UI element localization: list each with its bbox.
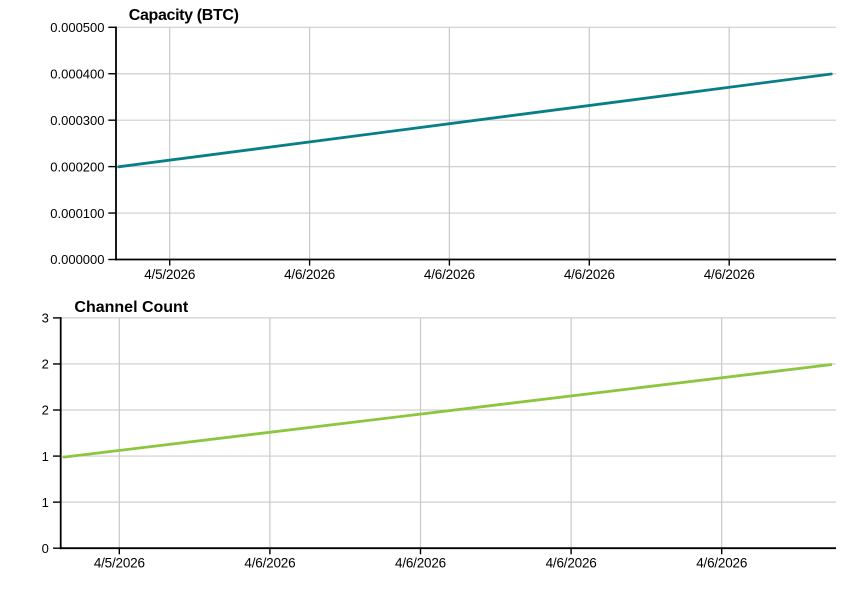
svg-text:4/6/2026: 4/6/2026: [284, 267, 335, 282]
svg-text:Capacity (BTC): Capacity (BTC): [129, 7, 239, 24]
svg-text:4/6/2026: 4/6/2026: [704, 267, 755, 282]
svg-text:2: 2: [42, 403, 49, 418]
svg-text:0.000500: 0.000500: [50, 20, 104, 35]
svg-text:4/6/2026: 4/6/2026: [696, 556, 747, 571]
svg-text:0.000100: 0.000100: [50, 206, 104, 221]
svg-text:0.000000: 0.000000: [50, 252, 104, 267]
svg-text:4/6/2026: 4/6/2026: [424, 267, 475, 282]
svg-text:4/5/2026: 4/5/2026: [144, 267, 195, 282]
svg-text:1: 1: [42, 449, 49, 464]
svg-text:0.000200: 0.000200: [50, 159, 104, 174]
svg-text:4/6/2026: 4/6/2026: [244, 556, 295, 571]
svg-text:0.000300: 0.000300: [50, 113, 104, 128]
svg-text:4/5/2026: 4/5/2026: [94, 556, 145, 571]
svg-text:4/6/2026: 4/6/2026: [564, 267, 615, 282]
svg-text:4/6/2026: 4/6/2026: [395, 556, 446, 571]
svg-text:Channel Count: Channel Count: [74, 299, 188, 316]
svg-text:0: 0: [42, 541, 49, 556]
svg-text:0.000400: 0.000400: [50, 66, 104, 81]
svg-text:4/6/2026: 4/6/2026: [546, 556, 597, 571]
svg-text:1: 1: [42, 495, 49, 510]
svg-text:2: 2: [42, 357, 49, 372]
svg-text:3: 3: [42, 311, 49, 326]
